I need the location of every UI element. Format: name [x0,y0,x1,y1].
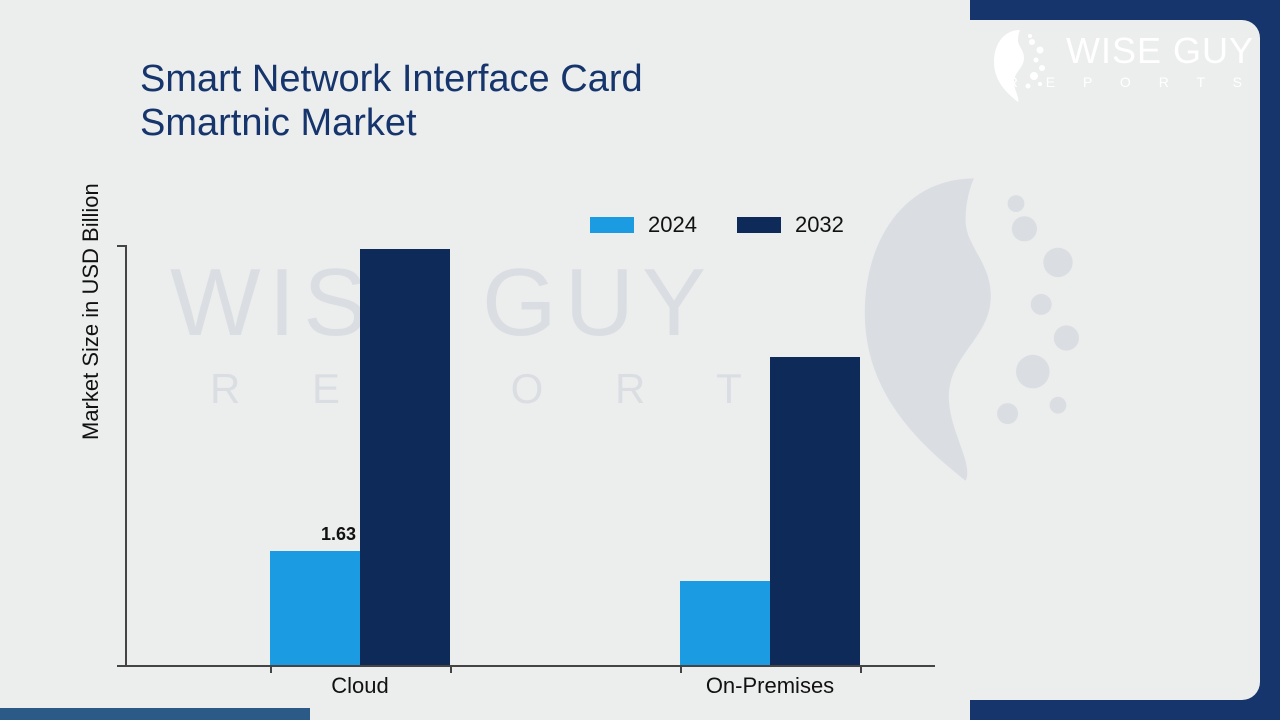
chart-title: Smart Network Interface Card Smartnic Ma… [140,58,780,145]
bar-cloud-2024 [270,551,360,665]
y-axis-line [125,245,127,665]
chart-plot-area: 1.63CloudOn-Premises [125,245,935,685]
legend-label-2032: 2032 [795,212,844,238]
brand-block: WISE GUY R E P O R T S [1008,30,1254,90]
y-axis-label: Market Size in USD Billion [78,183,104,440]
x-tick [680,665,682,673]
x-tick [860,665,862,673]
legend-item-2032: 2032 [737,212,844,238]
bar-cloud-2032 [360,249,450,666]
category-label-cloud: Cloud [331,673,388,699]
legend-item-2024: 2024 [590,212,697,238]
page-root: WISE GUY R E P O R T S Smart Network Int… [0,0,1280,720]
y-tick [117,245,125,247]
legend-swatch-2024 [590,217,634,233]
x-axis-line [125,665,935,667]
chart-card: WISE GUY R E P O R T S Smart Network Int… [20,20,1260,700]
brand-name: WISE GUY [1008,30,1254,72]
x-tick [270,665,272,673]
bar-on-premises-2032 [770,357,860,665]
legend-label-2024: 2024 [648,212,697,238]
bar-on-premises-2024 [680,581,770,665]
y-tick [117,665,125,667]
chart-legend: 2024 2032 [590,212,844,238]
legend-swatch-2032 [737,217,781,233]
x-tick [450,665,452,673]
category-label-on-premises: On-Premises [706,673,834,699]
bar-value-label: 1.63 [321,524,356,545]
bottom-accent-strip [0,708,310,720]
brand-sub: R E P O R T S [1008,74,1254,90]
